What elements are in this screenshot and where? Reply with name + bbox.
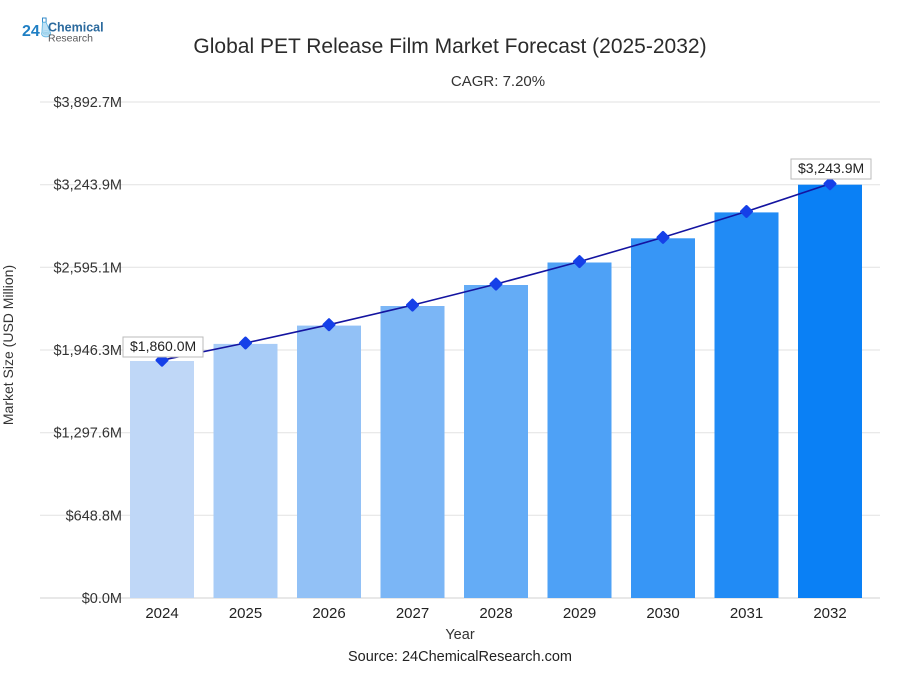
svg-text:$1,946.3M: $1,946.3M [53, 343, 122, 359]
svg-text:2026: 2026 [312, 605, 345, 622]
svg-text:2029: 2029 [563, 605, 596, 622]
svg-text:$3,892.7M: $3,892.7M [53, 95, 122, 111]
svg-text:2027: 2027 [396, 605, 429, 622]
svg-text:$1,297.6M: $1,297.6M [53, 426, 122, 442]
svg-text:2028: 2028 [479, 605, 512, 622]
svg-text:$1,860.0M: $1,860.0M [130, 338, 196, 354]
svg-text:$3,243.9M: $3,243.9M [53, 178, 122, 194]
svg-text:2032: 2032 [813, 605, 846, 622]
svg-text:$0.0M: $0.0M [82, 591, 122, 607]
svg-text:2025: 2025 [229, 605, 262, 622]
svg-text:Source: 24ChemicalResearch.com: Source: 24ChemicalResearch.com [348, 649, 572, 665]
svg-text:$2,595.1M: $2,595.1M [53, 260, 122, 276]
svg-text:Year: Year [445, 627, 474, 643]
svg-text:2024: 2024 [145, 605, 178, 622]
svg-text:2031: 2031 [730, 605, 763, 622]
svg-text:$648.8M: $648.8M [66, 508, 122, 524]
svg-text:$3,243.9M: $3,243.9M [798, 160, 864, 176]
svg-text:2030: 2030 [646, 605, 679, 622]
